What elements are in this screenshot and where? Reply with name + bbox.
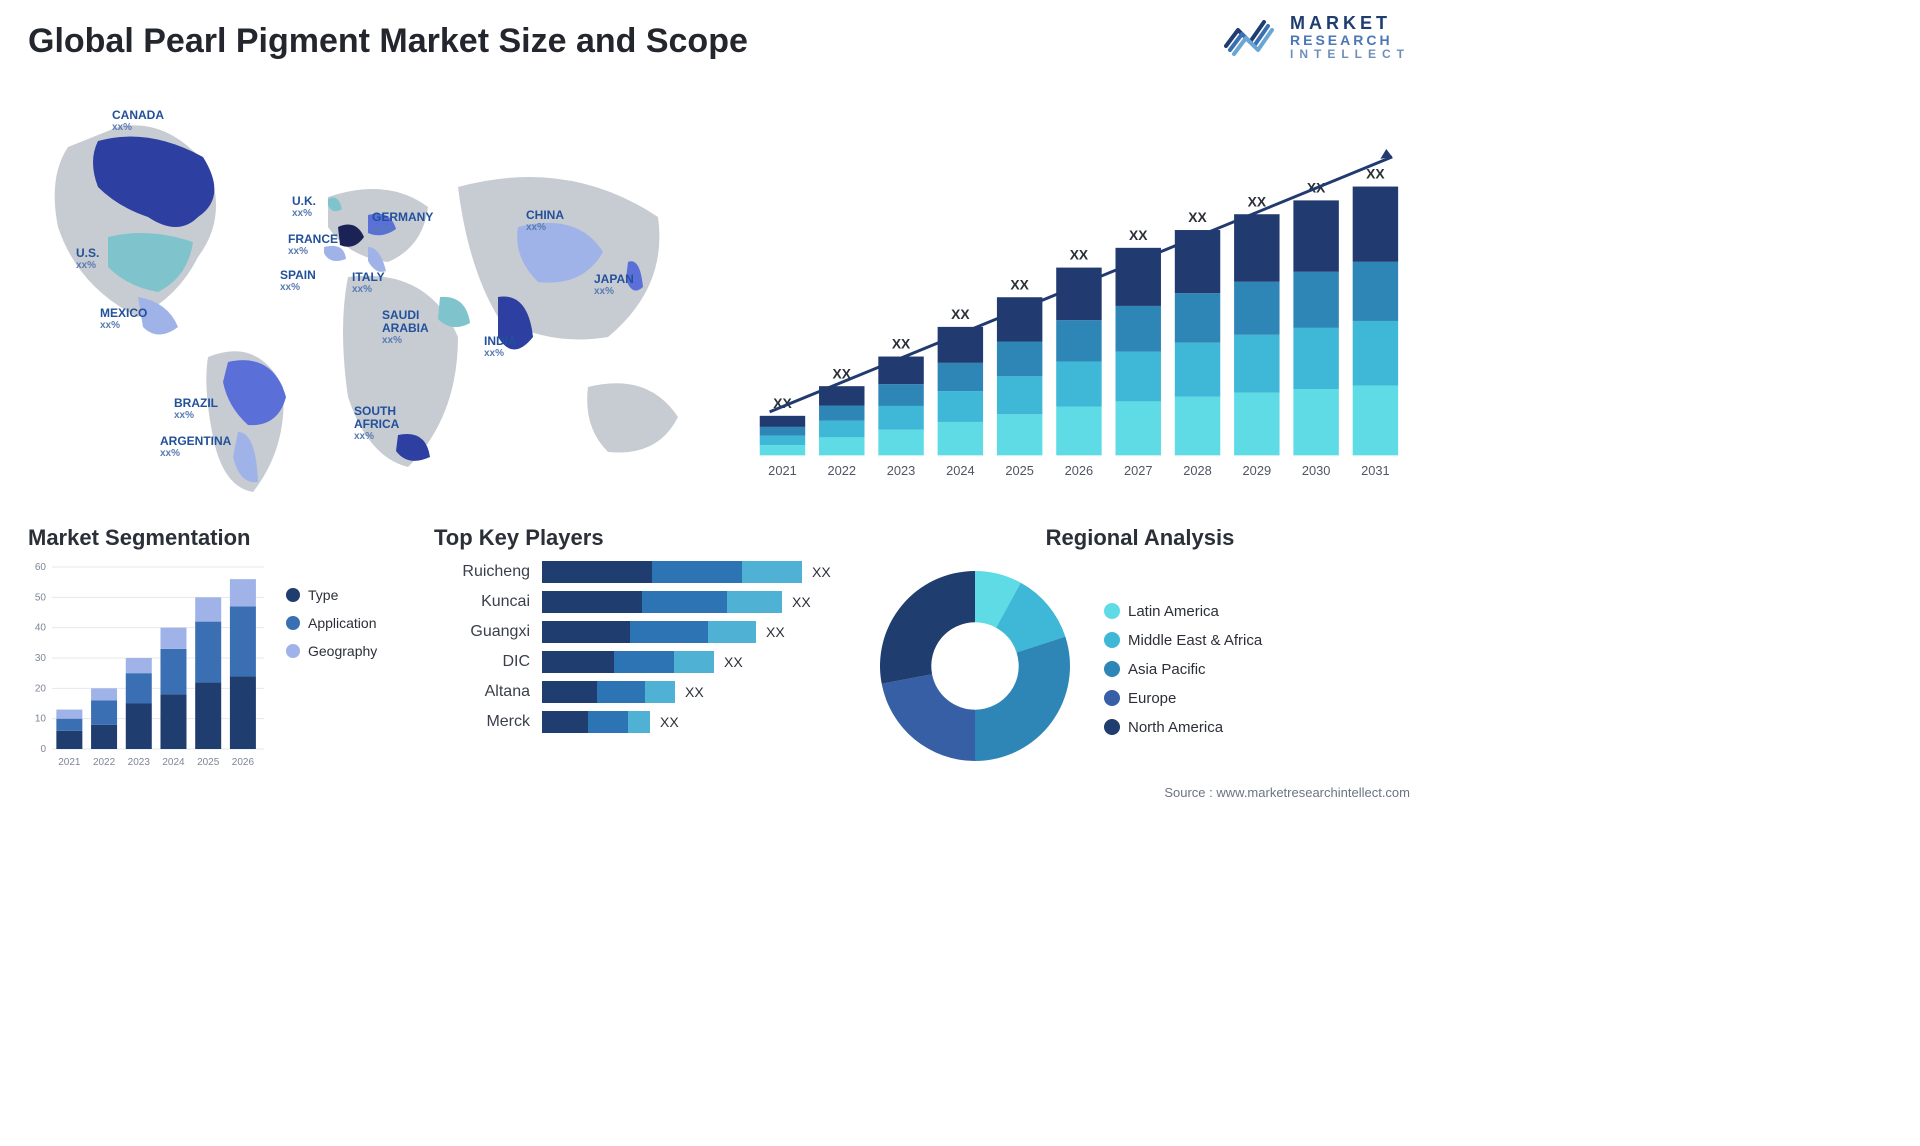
brand-logo: MARKET RESEARCH INTELLECT [1224,14,1410,60]
player-label: Ruicheng [462,561,530,583]
seg-legend-label: Geography [308,643,377,659]
region-legend-label: Europe [1128,690,1176,707]
player-value: XX [660,714,679,730]
player-bar: XX [542,681,831,703]
player-value: XX [724,654,743,670]
svg-text:XX: XX [1366,166,1385,182]
seg-legend-label: Type [308,587,338,603]
svg-text:2021: 2021 [768,463,797,478]
player-label: Guangxi [470,621,530,643]
svg-text:XX: XX [1010,276,1029,292]
page-title: Global Pearl Pigment Market Size and Sco… [28,22,748,61]
segmentation-panel: Market Segmentation 0 10 20 30 40 50 60 2021 202… [28,525,408,771]
regional-panel: Regional Analysis Latin America Middle Ea… [870,525,1410,771]
player-label: DIC [502,651,530,673]
world-map: CANADAxx%U.S.xx%MEXICOxx%BRAZILxx%ARGENT… [28,87,708,497]
seg-legend-item: Geography [286,643,377,659]
player-bar: XX [542,561,831,583]
segmentation-title: Market Segmentation [28,525,408,551]
region-legend-label: Asia Pacific [1128,661,1206,678]
brand-mark-icon [1224,16,1280,58]
svg-text:2023: 2023 [128,757,151,768]
svg-text:XX: XX [892,336,911,352]
svg-text:2022: 2022 [827,463,856,478]
svg-text:2022: 2022 [93,757,116,768]
region-legend-item: Middle East & Africa [1104,632,1262,649]
svg-text:10: 10 [35,714,47,725]
svg-text:XX: XX [1188,209,1207,225]
region-legend-item: Europe [1104,690,1262,707]
svg-text:2024: 2024 [946,463,975,478]
svg-text:2024: 2024 [162,757,185,768]
brand-word-1: MARKET [1290,14,1410,33]
svg-text:20: 20 [35,683,47,694]
svg-text:50: 50 [35,592,47,603]
player-bar: XX [542,621,831,643]
svg-text:60: 60 [35,562,47,573]
svg-text:2026: 2026 [232,757,255,768]
svg-text:XX: XX [1248,193,1267,209]
brand-word-2: RESEARCH [1290,33,1410,48]
region-legend-item: Latin America [1104,603,1262,620]
player-label: Merck [486,711,530,733]
svg-text:2023: 2023 [887,463,916,478]
player-bar: XX [542,591,831,613]
player-label: Altana [485,681,530,703]
player-bar: XX [542,651,831,673]
seg-legend-item: Application [286,615,377,631]
regional-title: Regional Analysis [870,525,1410,551]
seg-legend-item: Type [286,587,377,603]
svg-text:2031: 2031 [1361,463,1390,478]
player-value: XX [792,594,811,610]
region-legend-label: North America [1128,719,1223,736]
svg-text:30: 30 [35,653,47,664]
svg-text:2028: 2028 [1183,463,1212,478]
player-value: XX [812,564,831,580]
svg-text:2021: 2021 [58,757,81,768]
players-title: Top Key Players [434,525,844,551]
player-label: Kuncai [481,591,530,613]
brand-word-3: INTELLECT [1290,48,1410,61]
svg-text:0: 0 [40,744,46,755]
svg-text:2029: 2029 [1243,463,1272,478]
svg-text:2030: 2030 [1302,463,1331,478]
region-legend-item: North America [1104,719,1262,736]
svg-text:40: 40 [35,623,47,634]
players-panel: Top Key Players Ruicheng Kuncai Guangxi DIC… [434,525,844,733]
svg-text:XX: XX [1129,227,1148,243]
source-line: Source : www.marketresearchintellect.com [28,785,1410,800]
growth-chart: XX 2021 XX 2022 XX 2023 XX 2024 XX 2025 XX 2026 XX 20… [738,87,1410,497]
region-legend-label: Latin America [1128,603,1219,620]
svg-text:2027: 2027 [1124,463,1153,478]
svg-text:XX: XX [951,306,970,322]
svg-text:2026: 2026 [1065,463,1094,478]
seg-legend-label: Application [308,615,377,631]
svg-text:2025: 2025 [197,757,220,768]
region-legend-label: Middle East & Africa [1128,632,1262,649]
player-bar: XX [542,711,831,733]
svg-text:XX: XX [1070,247,1089,263]
region-legend-item: Asia Pacific [1104,661,1262,678]
player-value: XX [685,684,704,700]
player-value: XX [766,624,785,640]
svg-text:2025: 2025 [1005,463,1034,478]
